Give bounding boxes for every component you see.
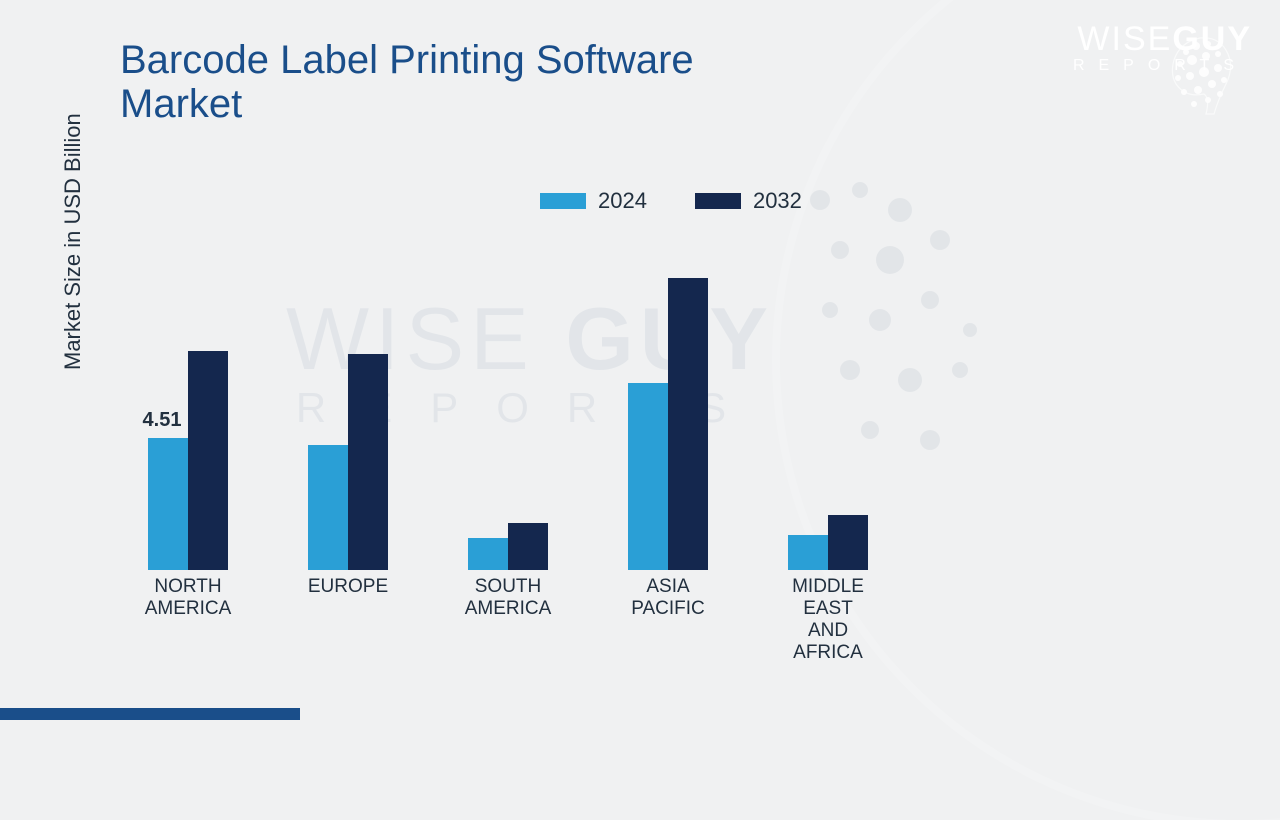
x-axis-labels: NORTHAMERICA EUROPE SOUTHAMERICA ASIAPACIFI… — [108, 576, 948, 696]
bar — [788, 535, 828, 570]
bar-group — [768, 515, 888, 570]
chart-title: Barcode Label Printing Software Market — [120, 38, 820, 126]
bar — [348, 354, 388, 570]
category-label: ASIAPACIFIC — [598, 576, 738, 620]
bar-group — [608, 278, 728, 570]
bar-group — [448, 523, 568, 570]
category-label: EUROPE — [278, 576, 418, 598]
y-axis-label: Market Size in USD Billion — [60, 113, 86, 370]
bar-group — [128, 351, 248, 570]
legend-swatch — [540, 193, 586, 209]
bar — [628, 383, 668, 570]
bar — [148, 438, 188, 570]
bar — [468, 538, 508, 570]
bar — [508, 523, 548, 570]
category-label: NORTHAMERICA — [118, 576, 258, 620]
chart-frame: WISEGUY REPORTS Barcode Label Printing S… — [0, 0, 1280, 720]
legend-swatch — [695, 193, 741, 209]
brand-line1-light: WISE — [1077, 20, 1172, 58]
category-label: SOUTHAMERICA — [438, 576, 578, 620]
head-dots-icon — [1166, 34, 1236, 124]
legend-item: 2032 — [695, 188, 802, 214]
bar — [308, 445, 348, 570]
legend-label: 2024 — [598, 188, 647, 214]
legend-label: 2032 — [753, 188, 802, 214]
legend-item: 2024 — [540, 188, 647, 214]
bar-group — [288, 354, 408, 570]
legend: 2024 2032 — [540, 188, 802, 214]
footer-accent-bar — [0, 708, 300, 720]
bar — [668, 278, 708, 570]
brand-logo: WISEGUY REPORTS — [992, 20, 1252, 75]
bar — [188, 351, 228, 570]
plot-area: 4.51 — [108, 220, 948, 570]
value-label: 4.51 — [122, 409, 202, 432]
category-label: MIDDLEEASTANDAFRICA — [758, 576, 898, 663]
bar — [828, 515, 868, 570]
